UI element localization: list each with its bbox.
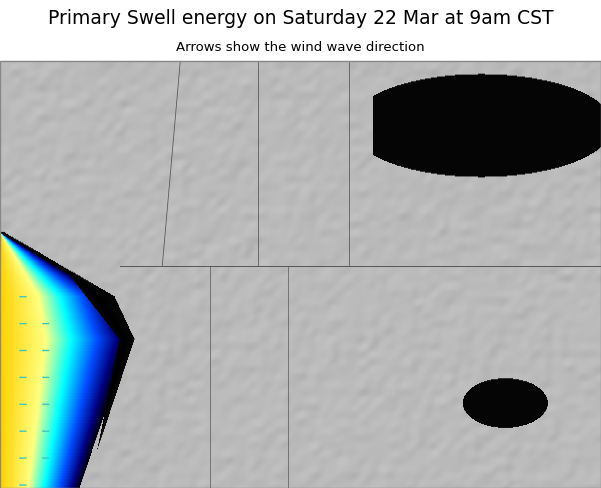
Text: Arrows show the wind wave direction: Arrows show the wind wave direction (176, 41, 425, 54)
Text: Primary Swell energy on Saturday 22 Mar at 9am CST: Primary Swell energy on Saturday 22 Mar … (47, 9, 554, 28)
